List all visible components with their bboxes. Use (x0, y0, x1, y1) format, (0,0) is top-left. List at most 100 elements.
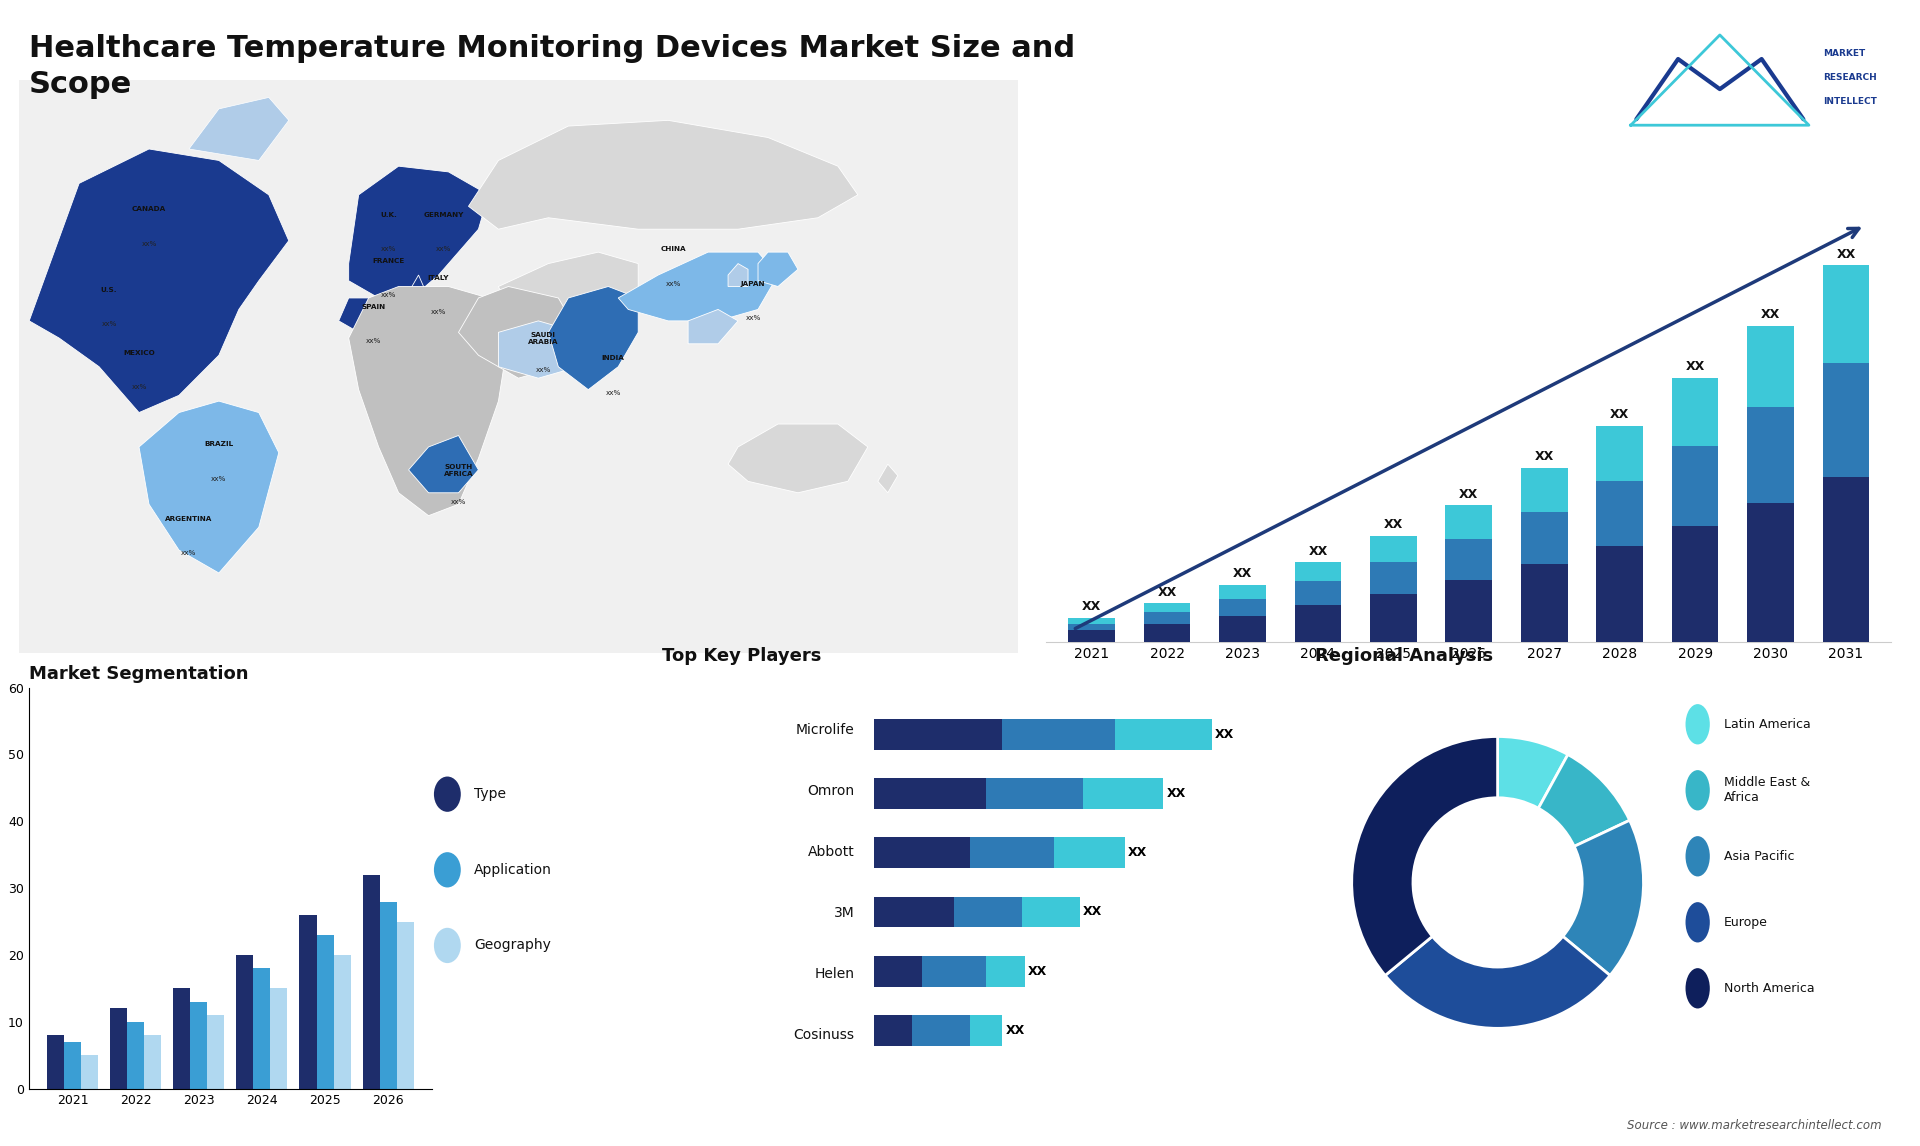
Bar (363, 874, 380, 1089)
Text: Cosinuss: Cosinuss (793, 1028, 854, 1042)
Circle shape (1686, 902, 1711, 942)
Text: ITALY: ITALY (428, 275, 449, 281)
Bar (271, 988, 288, 1089)
Circle shape (434, 928, 461, 963)
Bar (1371, 536, 1417, 563)
Wedge shape (1352, 737, 1498, 975)
Polygon shape (138, 401, 278, 573)
Text: MARKET: MARKET (1822, 48, 1864, 57)
Text: xx%: xx% (367, 338, 382, 344)
Text: Type: Type (474, 787, 507, 801)
Bar (874, 1015, 912, 1045)
Text: XX: XX (1167, 787, 1187, 800)
Bar (380, 902, 397, 1089)
Text: XX: XX (1215, 728, 1235, 741)
Bar (127, 1022, 144, 1089)
Bar (207, 1015, 225, 1089)
Bar (874, 720, 1002, 749)
Polygon shape (338, 298, 388, 332)
Text: MEXICO: MEXICO (123, 350, 156, 355)
Bar (1083, 778, 1164, 809)
Text: U.K.: U.K. (380, 212, 397, 218)
Bar (1068, 618, 1116, 623)
Bar (1822, 363, 1870, 477)
Text: XX: XX (1384, 518, 1404, 532)
Polygon shape (409, 435, 478, 493)
Text: Asia Pacific: Asia Pacific (1724, 850, 1795, 863)
Bar (1054, 838, 1125, 869)
Bar (1002, 720, 1116, 749)
Bar (874, 956, 922, 987)
Text: XX: XX (1083, 601, 1102, 613)
Polygon shape (499, 321, 578, 378)
Polygon shape (499, 252, 637, 321)
Bar (173, 988, 190, 1089)
Text: Geography: Geography (474, 939, 551, 952)
Text: xx%: xx% (180, 550, 196, 556)
Text: xx%: xx% (605, 390, 620, 395)
Text: XX: XX (1611, 408, 1630, 421)
Bar (1294, 563, 1342, 581)
Bar (1116, 720, 1212, 749)
Text: SPAIN: SPAIN (361, 304, 386, 309)
Text: XX: XX (1083, 905, 1102, 918)
Bar (1068, 630, 1116, 642)
Text: FRANCE: FRANCE (372, 258, 405, 264)
Bar (1021, 896, 1079, 927)
Polygon shape (687, 309, 737, 344)
Bar (874, 896, 954, 927)
Text: xx%: xx% (380, 246, 396, 252)
Text: Abbott: Abbott (808, 845, 854, 858)
Text: Helen: Helen (814, 967, 854, 981)
Text: xx%: xx% (142, 241, 157, 246)
Text: RESEARCH: RESEARCH (1822, 72, 1876, 81)
Polygon shape (349, 286, 509, 516)
Bar (874, 778, 987, 809)
Text: Top Key Players: Top Key Players (662, 647, 822, 666)
Text: XX: XX (1836, 248, 1855, 260)
Circle shape (1686, 770, 1711, 810)
Bar (987, 778, 1083, 809)
Circle shape (434, 853, 461, 887)
Bar (1521, 468, 1567, 512)
Bar (1446, 580, 1492, 642)
Polygon shape (349, 166, 488, 298)
Polygon shape (188, 97, 288, 160)
Bar (954, 896, 1021, 927)
Text: 3M: 3M (833, 906, 854, 920)
Bar (236, 955, 253, 1089)
Bar (1371, 563, 1417, 594)
Circle shape (1686, 704, 1711, 745)
Text: XX: XX (1127, 847, 1146, 860)
Bar (1219, 615, 1265, 642)
Text: Europe: Europe (1724, 916, 1768, 928)
Polygon shape (468, 120, 858, 229)
Circle shape (1686, 837, 1711, 877)
Bar (1747, 325, 1793, 408)
Text: Omron: Omron (806, 784, 854, 798)
Text: XX: XX (1534, 450, 1553, 463)
Text: xx%: xx% (102, 321, 117, 327)
Wedge shape (1538, 754, 1630, 847)
Bar (63, 1042, 81, 1089)
Text: xx%: xx% (211, 476, 227, 481)
Text: INTELLECT: INTELLECT (1822, 96, 1876, 105)
Bar (317, 935, 334, 1089)
Wedge shape (1384, 936, 1611, 1028)
Text: INDIA: INDIA (601, 355, 624, 361)
Polygon shape (758, 252, 799, 286)
Text: XX: XX (1459, 488, 1478, 501)
Polygon shape (728, 424, 868, 493)
Text: XX: XX (1158, 586, 1177, 598)
Bar (253, 968, 271, 1089)
Bar (970, 1015, 1002, 1045)
Wedge shape (1498, 737, 1569, 808)
Text: xx%: xx% (536, 367, 551, 372)
Bar (1822, 477, 1870, 642)
Bar (912, 1015, 970, 1045)
Bar (300, 915, 317, 1089)
Bar (1596, 547, 1644, 642)
Bar (48, 1035, 63, 1089)
Wedge shape (1563, 821, 1644, 975)
Bar (970, 838, 1054, 869)
